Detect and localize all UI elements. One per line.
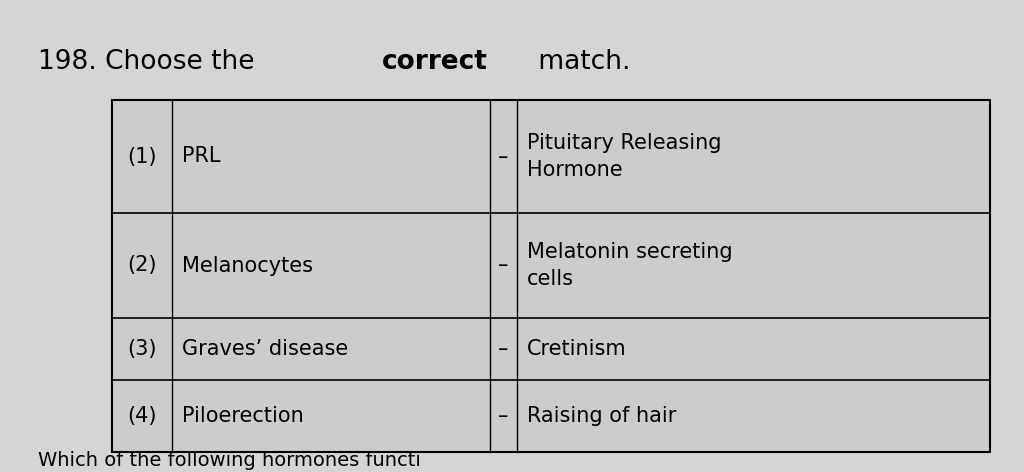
Text: (4): (4) (127, 406, 157, 426)
Text: Pituitary Releasing
Hormone: Pituitary Releasing Hormone (527, 133, 722, 180)
Text: –: – (499, 146, 509, 167)
Text: –: – (499, 339, 509, 359)
Text: PRL: PRL (182, 146, 220, 167)
Text: 198. Choose the: 198. Choose the (38, 49, 263, 75)
Text: Piloerection: Piloerection (182, 406, 304, 426)
Text: (2): (2) (127, 255, 157, 276)
Text: –: – (499, 406, 509, 426)
Bar (112, 100, 990, 452)
Text: Raising of hair: Raising of hair (527, 406, 677, 426)
Text: Melanocytes: Melanocytes (182, 255, 313, 276)
Text: correct: correct (382, 49, 488, 75)
Text: (1): (1) (127, 146, 157, 167)
Text: match.: match. (530, 49, 631, 75)
Text: Graves’ disease: Graves’ disease (182, 339, 348, 359)
Text: Melatonin secreting
cells: Melatonin secreting cells (527, 242, 732, 289)
Text: Cretinism: Cretinism (527, 339, 627, 359)
Text: Which of the following hormones functi: Which of the following hormones functi (38, 450, 421, 470)
Text: (3): (3) (127, 339, 157, 359)
Text: –: – (499, 255, 509, 276)
